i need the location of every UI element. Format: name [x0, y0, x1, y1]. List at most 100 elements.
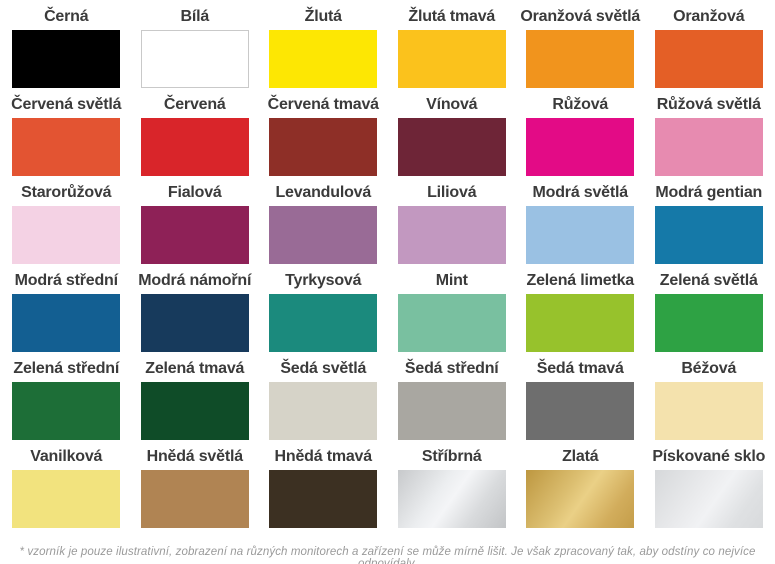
swatch-color: [654, 382, 763, 440]
swatch-label: Fialová: [167, 184, 222, 201]
swatch-color: [654, 470, 763, 528]
swatch-cell: Mint: [388, 266, 517, 354]
swatch-label: Modrá střední: [14, 272, 118, 289]
swatch-color: [654, 206, 763, 264]
swatch-cell: Modrá světlá: [516, 178, 645, 266]
swatch-cell: Béžová: [645, 354, 774, 442]
swatch-color: [269, 30, 378, 88]
swatch-label: Zlatá: [562, 448, 599, 465]
color-swatch-grid: Černá Bílá Žlutá Žlutá tmavá Oranžová sv…: [2, 2, 774, 530]
swatch-cell: Liliová: [388, 178, 517, 266]
swatch-color: [397, 206, 506, 264]
swatch-cell: Tyrkysová: [259, 266, 388, 354]
swatch-label: Červená: [163, 96, 226, 113]
swatch-label: Růžová světlá: [656, 96, 761, 113]
swatch-color: [526, 382, 635, 440]
swatch-cell: Černá: [2, 2, 131, 90]
swatch-cell: Červená světlá: [2, 90, 131, 178]
swatch-label: Mint: [435, 272, 468, 289]
swatch-color: [397, 382, 506, 440]
swatch-color: [140, 294, 249, 352]
swatch-color: [654, 294, 763, 352]
swatch-color: [526, 118, 635, 176]
swatch-cell: Šedá tmavá: [516, 354, 645, 442]
swatch-label: Modrá světlá: [532, 184, 629, 201]
swatch-color: [526, 470, 635, 528]
swatch-label: Černá: [44, 8, 89, 25]
swatch-label: Bílá: [180, 8, 210, 25]
swatch-cell: Zelená limetka: [516, 266, 645, 354]
swatch-cell: Žlutá: [259, 2, 388, 90]
swatch-color: [12, 30, 121, 88]
swatch-label: Červená tmavá: [267, 96, 379, 113]
swatch-color: [12, 382, 121, 440]
swatch-label: Oranžová: [673, 8, 745, 25]
swatch-cell: Šedá světlá: [259, 354, 388, 442]
swatch-color: [269, 470, 378, 528]
swatch-cell: Růžová světlá: [645, 90, 774, 178]
swatch-color: [526, 294, 635, 352]
swatch-color: [12, 470, 121, 528]
swatch-color: [140, 118, 249, 176]
swatch-label: Vanilková: [30, 448, 103, 465]
swatch-label: Zelená limetka: [526, 272, 635, 289]
swatch-label: Levandulová: [275, 184, 372, 201]
swatch-color: [269, 206, 378, 264]
swatch-label: Béžová: [681, 360, 737, 377]
swatch-color: [654, 30, 763, 88]
swatch-color: [12, 294, 121, 352]
swatch-label: Zelená střední: [13, 360, 120, 377]
swatch-color: [654, 118, 763, 176]
swatch-label: Šedá střední: [404, 360, 499, 377]
swatch-label: Liliová: [427, 184, 477, 201]
swatch-color: [269, 294, 378, 352]
swatch-label: Modrá gentian: [655, 184, 763, 201]
swatch-label: Starorůžová: [21, 184, 112, 201]
swatch-label: Hnědá světlá: [146, 448, 244, 465]
disclaimer-footnote: * vzorník je pouze ilustrativní, zobraze…: [19, 546, 756, 564]
swatch-color: [397, 30, 506, 88]
swatch-color: [269, 118, 378, 176]
swatch-cell: Pískované sklo: [645, 442, 774, 530]
swatch-color: [269, 382, 378, 440]
swatch-cell: Modrá střední: [2, 266, 131, 354]
swatch-cell: Červená: [131, 90, 260, 178]
swatch-label: Hnědá tmavá: [274, 448, 373, 465]
swatch-label: Šedá světlá: [280, 360, 367, 377]
swatch-cell: Vanilková: [2, 442, 131, 530]
swatch-cell: Oranžová světlá: [516, 2, 645, 90]
swatch-color: [12, 118, 121, 176]
swatch-label: Žlutá tmavá: [408, 8, 496, 25]
swatch-color: [397, 294, 506, 352]
swatch-label: Růžová: [552, 96, 609, 113]
swatch-label: Červená světlá: [11, 96, 122, 113]
swatch-label: Zelená světlá: [659, 272, 758, 289]
swatch-cell: Zlatá: [516, 442, 645, 530]
swatch-label: Šedá tmavá: [536, 360, 624, 377]
swatch-cell: Zelená střední: [2, 354, 131, 442]
swatch-cell: Fialová: [131, 178, 260, 266]
swatch-color: [12, 206, 121, 264]
swatch-cell: Zelená světlá: [645, 266, 774, 354]
swatch-color: [140, 470, 249, 528]
swatch-cell: Oranžová: [645, 2, 774, 90]
swatch-label: Oranžová světlá: [520, 8, 641, 25]
swatch-cell: Bílá: [131, 2, 260, 90]
swatch-cell: Modrá gentian: [645, 178, 774, 266]
swatch-label: Tyrkysová: [285, 272, 362, 289]
swatch-label: Stříbrná: [421, 448, 482, 465]
swatch-color: [397, 118, 506, 176]
swatch-color: [140, 382, 249, 440]
swatch-cell: Modrá námořní: [131, 266, 260, 354]
swatch-cell: Žlutá tmavá: [388, 2, 517, 90]
swatch-label: Modrá námořní: [138, 272, 252, 289]
swatch-label: Pískované sklo: [652, 448, 766, 465]
swatch-cell: Starorůžová: [2, 178, 131, 266]
swatch-color: [140, 30, 249, 88]
swatch-cell: Šedá střední: [388, 354, 517, 442]
swatch-cell: Levandulová: [259, 178, 388, 266]
swatch-label: Vínová: [426, 96, 478, 113]
swatch-color: [526, 30, 635, 88]
swatch-cell: Hnědá světlá: [131, 442, 260, 530]
swatch-cell: Stříbrná: [388, 442, 517, 530]
